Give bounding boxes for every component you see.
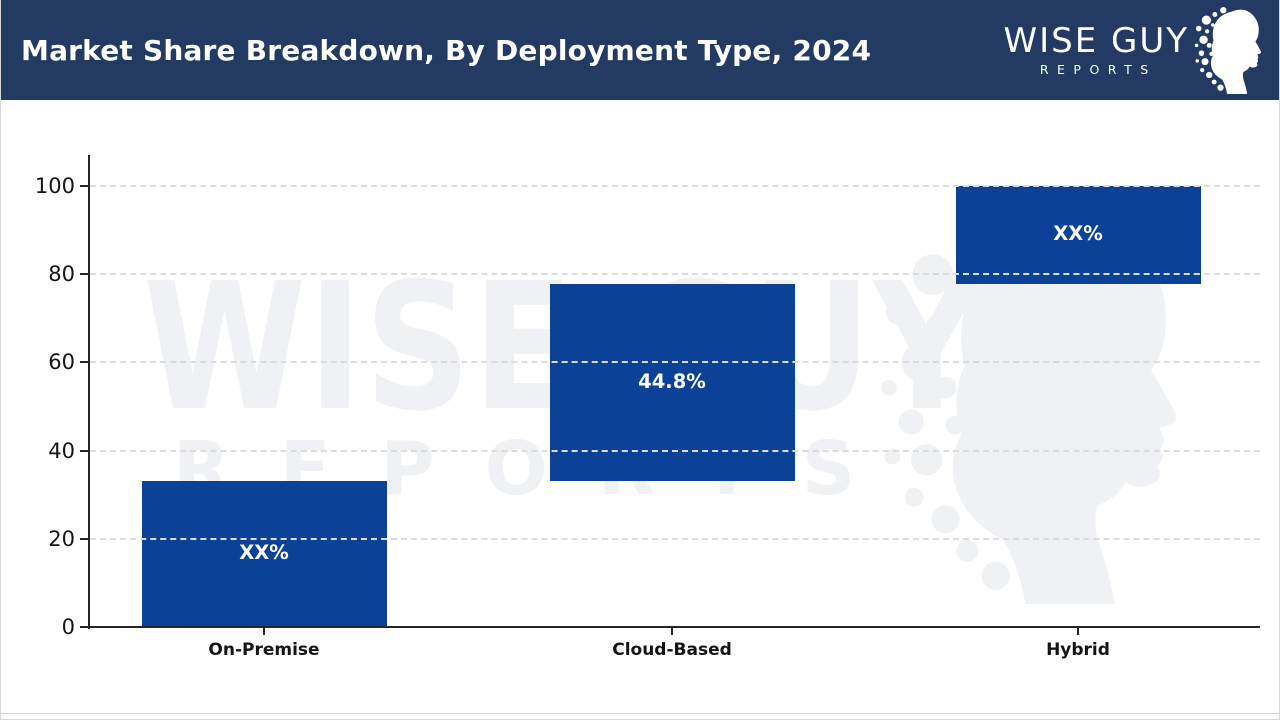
header-bar: Market Share Breakdown, By Deployment Ty… (1, 0, 1279, 100)
y-axis-line (88, 155, 90, 629)
brand-logo: WISE GUY REPORTS (1003, 6, 1267, 94)
x-category-label: Hybrid (1046, 640, 1110, 660)
y-gridline (90, 361, 1260, 364)
bar-segment (141, 481, 387, 627)
y-tick-label: 20 (48, 526, 75, 551)
brand-subname: REPORTS (1039, 61, 1157, 77)
y-tick-mark (80, 626, 88, 628)
x-tick-mark (1077, 628, 1079, 635)
y-tick-label: 40 (48, 438, 75, 463)
brand-text: WISE GUY REPORTS (1003, 24, 1189, 77)
chart-title: Market Share Breakdown, By Deployment Ty… (21, 33, 872, 67)
bar-value-label: 44.8% (638, 369, 706, 393)
y-tick-label: 100 (34, 174, 75, 198)
y-tick-mark (80, 537, 88, 540)
y-tick-mark (80, 361, 88, 364)
brand-head-icon (1194, 7, 1261, 94)
y-tick-mark (80, 449, 88, 452)
y-tick-mark (80, 273, 88, 276)
plot-area: 0 20 40 60 80 100 XX% On-Premise 44.8% Cloud-Base… (1, 100, 1279, 714)
y-gridline (90, 273, 1260, 276)
x-category-label: On-Premise (208, 640, 320, 660)
y-tick-label: 60 (48, 350, 75, 375)
chart-body: WISE GUY REPORTS 0 20 40 60 80 100 XX% On-Premi… (1, 100, 1279, 714)
x-tick-mark (263, 628, 265, 635)
x-axis-line (88, 626, 1260, 628)
y-gridline (90, 449, 1260, 452)
y-gridline (90, 185, 1260, 187)
x-category-label: Cloud-Based (612, 640, 732, 660)
y-tick-label: 80 (48, 262, 75, 287)
bar-value-label: XX% (1053, 221, 1103, 245)
bar-segment (549, 283, 795, 482)
y-tick-label: 0 (61, 615, 75, 639)
y-tick-mark (80, 185, 88, 187)
y-gridline (90, 537, 1260, 540)
brand-name: WISE GUY (1003, 20, 1189, 61)
x-tick-mark (671, 628, 673, 635)
bar-value-label: XX% (239, 541, 289, 565)
footer-divider (1, 713, 1279, 714)
